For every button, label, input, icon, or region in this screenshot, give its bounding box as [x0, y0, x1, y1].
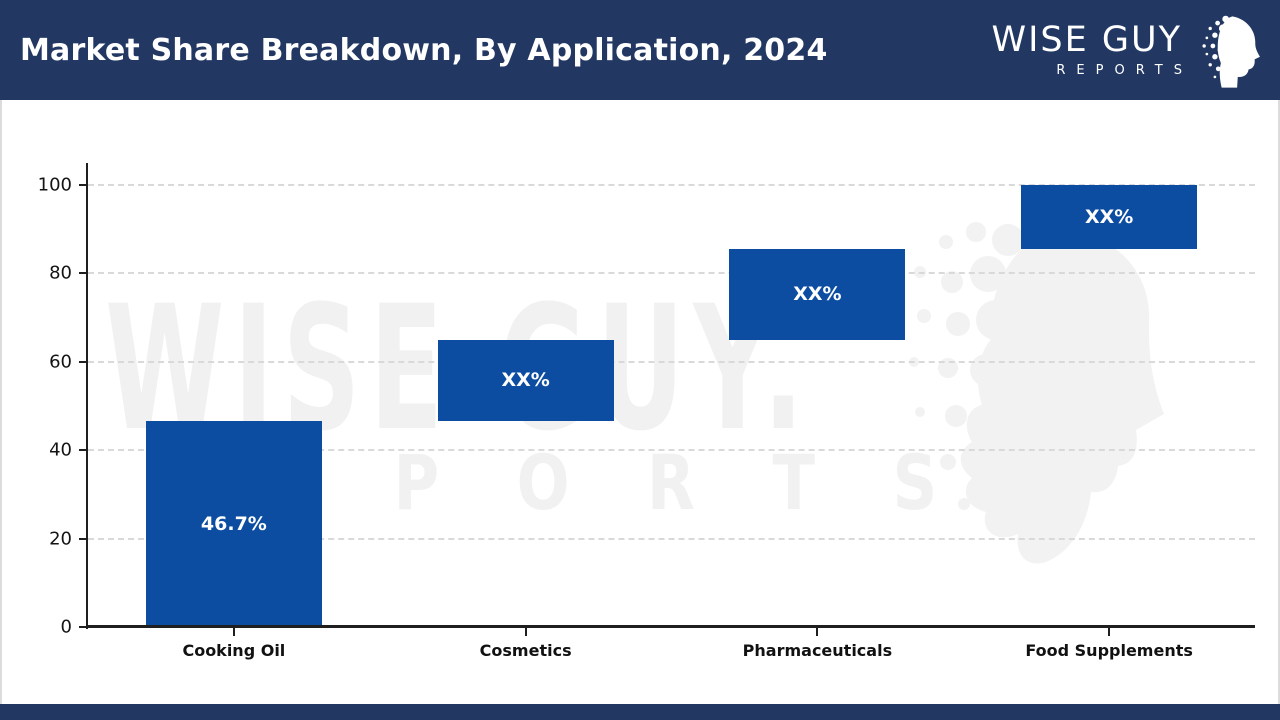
chart-plot-area: 0 20 40 60 80 100 46.7% Cooking Oil XX% Cosmetics…: [38, 163, 1255, 660]
bar-pharmaceuticals: XX%: [729, 248, 906, 340]
x-category-label: Cooking Oil: [182, 641, 286, 660]
bar-cooking-oil: 46.7%: [145, 420, 322, 627]
y-tick-label: 0: [60, 616, 72, 638]
gridline-y-80: [88, 272, 1255, 275]
y-axis-spine: [86, 163, 88, 629]
y-tick-mark: [79, 537, 86, 540]
bar-value-label: XX%: [793, 283, 842, 306]
y-tick-label: 60: [49, 351, 72, 373]
header-bar: Market Share Breakdown, By Application, …: [0, 0, 1280, 100]
x-category-label: Food Supplements: [1025, 641, 1193, 660]
bar-food-supplements: XX%: [1021, 185, 1198, 249]
page-border-right: [1278, 100, 1280, 704]
wiseguy-logo: WISE GUY REPORTS: [991, 10, 1262, 90]
watermark-face-icon: [894, 222, 1164, 564]
gridline-y-40: [88, 449, 1255, 452]
x-tick-mark: [524, 628, 527, 636]
bar-value-label: 46.7%: [200, 512, 267, 535]
x-category-label: Cosmetics: [479, 641, 572, 660]
y-tick-mark: [79, 360, 86, 363]
x-tick-mark: [232, 628, 235, 636]
x-tick-mark: [1108, 628, 1111, 636]
y-tick-label: 20: [49, 528, 72, 550]
page-border-left: [0, 100, 2, 704]
bar-cosmetics: XX%: [437, 339, 614, 421]
footer-bar: [0, 704, 1280, 720]
gridline-y-60: [88, 360, 1255, 363]
x-category-label: Pharmaceuticals: [742, 641, 893, 660]
y-tick-mark: [79, 184, 86, 187]
bar-value-label: XX%: [501, 369, 550, 392]
x-axis-line: [86, 625, 1255, 628]
y-tick-mark: [79, 449, 86, 452]
bar-value-label: XX%: [1084, 205, 1134, 228]
y-tick-label: 80: [49, 262, 72, 284]
y-tick-mark: [79, 626, 86, 628]
logo-subtitle: REPORTS: [1056, 63, 1193, 78]
y-tick-label: 100: [37, 174, 72, 196]
page-title: Market Share Breakdown, By Application, …: [20, 32, 828, 68]
y-tick-mark: [79, 272, 86, 275]
wiseguy-logo-text: WISE GUY REPORTS: [991, 20, 1182, 78]
gridline-y-20: [88, 537, 1255, 540]
y-tick-label: 40: [49, 439, 72, 461]
logo-wordmark: WISE GUY: [991, 20, 1182, 60]
wiseguy-face-icon: [1202, 15, 1260, 88]
gridline-y-100: [88, 184, 1255, 187]
x-tick-mark: [816, 628, 819, 636]
